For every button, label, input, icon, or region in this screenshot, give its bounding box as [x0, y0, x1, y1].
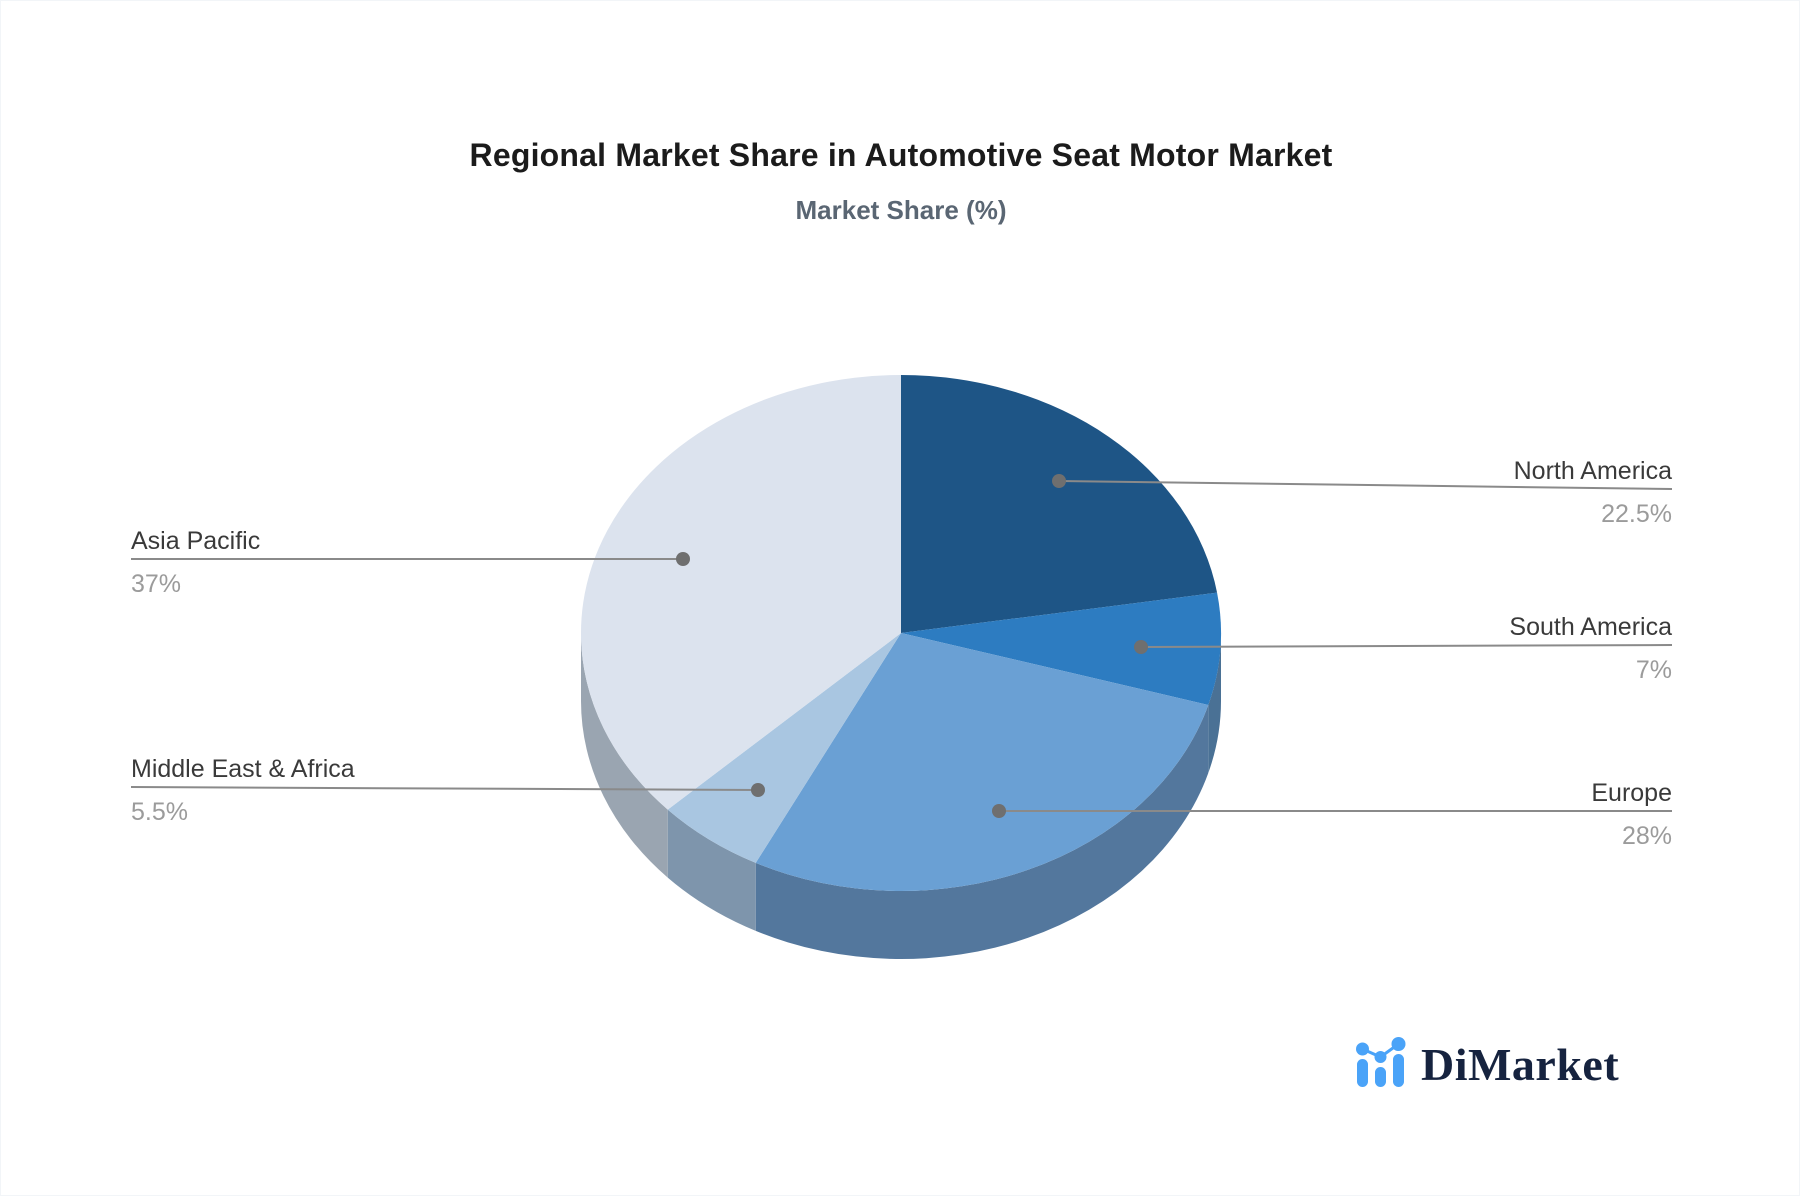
pie-slice-side-middle-east-africa [667, 809, 756, 931]
pie-slice-side-europe [755, 704, 1209, 959]
slice-label-europe: Europe [1591, 779, 1672, 807]
leader-line-middle-east-africa [130, 786, 759, 791]
leader-dot-middle-east-africa [751, 783, 765, 797]
pie-slice-south-america[interactable] [901, 592, 1221, 705]
leader-line-north-america [1058, 480, 1673, 490]
slice-label-middle-east-africa: Middle East & Africa [131, 755, 355, 783]
pie-slice-asia-pacific[interactable] [580, 375, 901, 810]
slice-value-north-america: 22.5% [1601, 500, 1672, 528]
bar-line-chart-icon [1356, 1037, 1406, 1087]
slice-value-europe: 28% [1622, 822, 1672, 850]
pie-slice-side-south-america [1208, 633, 1221, 773]
pie-slice-north-america[interactable] [901, 375, 1218, 633]
chart-subtitle: Market Share (%) [795, 195, 1007, 225]
leader-dot-europe [992, 804, 1006, 818]
leader-dot-south-america [1134, 640, 1148, 654]
slice-label-asia-pacific: Asia Pacific [131, 527, 260, 555]
pie-slice-middle-east-africa[interactable] [667, 633, 901, 863]
pie-slice-europe[interactable] [755, 633, 1209, 891]
slice-value-asia-pacific: 37% [131, 570, 181, 598]
leader-line-south-america [1140, 644, 1673, 648]
pie-slice-side-asia-pacific [581, 633, 668, 878]
brand-logo: DiMarket [1353, 1037, 1619, 1093]
leader-dot-north-america [1052, 474, 1066, 488]
chart-title: Regional Market Share in Automotive Seat… [469, 137, 1333, 173]
slice-label-south-america: South America [1509, 613, 1672, 641]
brand-name: DiMarket [1421, 1039, 1620, 1090]
slice-value-middle-east-africa: 5.5% [131, 798, 188, 826]
leader-dot-asia-pacific [676, 552, 690, 566]
slice-label-north-america: North America [1514, 457, 1672, 485]
slice-value-south-america: 7% [1636, 656, 1672, 684]
